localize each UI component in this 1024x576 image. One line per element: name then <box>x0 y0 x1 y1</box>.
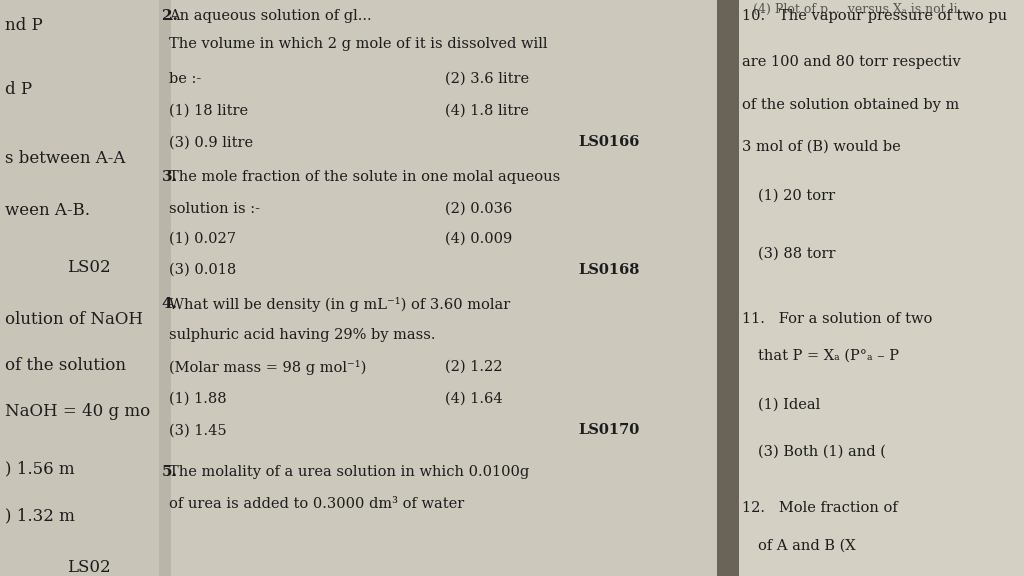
Text: 5.: 5. <box>162 465 178 479</box>
Text: (3) 0.9 litre: (3) 0.9 litre <box>169 135 253 149</box>
Text: (1) 18 litre: (1) 18 litre <box>169 104 248 118</box>
Text: 3 mol of (B) would be: 3 mol of (B) would be <box>742 139 901 153</box>
Text: nd P: nd P <box>5 17 43 35</box>
Text: (Molar mass = 98 g mol⁻¹): (Molar mass = 98 g mol⁻¹) <box>169 360 367 375</box>
Text: are 100 and 80 torr respectiv: are 100 and 80 torr respectiv <box>742 55 962 69</box>
Text: of A and B (X: of A and B (X <box>758 539 855 552</box>
Text: 10.   The vapour pressure of two pu: 10. The vapour pressure of two pu <box>742 9 1008 22</box>
Text: (1) 20 torr: (1) 20 torr <box>758 189 835 203</box>
Text: The volume in which 2 g mole of it is dissolved will: The volume in which 2 g mole of it is di… <box>169 37 548 51</box>
Text: of the solution obtained by m: of the solution obtained by m <box>742 98 959 112</box>
Text: LS02: LS02 <box>67 559 111 576</box>
Text: (2) 0.036: (2) 0.036 <box>445 202 513 215</box>
FancyBboxPatch shape <box>159 0 717 576</box>
FancyBboxPatch shape <box>0 0 159 576</box>
Text: ween A-B.: ween A-B. <box>5 202 90 219</box>
Text: d P: d P <box>5 81 32 98</box>
FancyBboxPatch shape <box>717 0 739 576</box>
Text: The molality of a urea solution in which 0.0100g: The molality of a urea solution in which… <box>169 465 529 479</box>
Text: 12.   Mole fraction of: 12. Mole fraction of <box>742 501 898 515</box>
Text: of urea is added to 0.3000 dm³ of water: of urea is added to 0.3000 dm³ of water <box>169 497 464 511</box>
Text: (1) 1.88: (1) 1.88 <box>169 392 226 406</box>
Text: 4.: 4. <box>162 297 178 310</box>
Text: 2.: 2. <box>162 9 178 22</box>
Text: of the solution: of the solution <box>5 357 126 374</box>
Text: What will be density (in g mL⁻¹) of 3.60 molar: What will be density (in g mL⁻¹) of 3.60… <box>169 297 510 312</box>
Text: (4) Plot of p...  versus Xₐ is not li...: (4) Plot of p... versus Xₐ is not li... <box>753 3 969 16</box>
Text: (2) 3.6 litre: (2) 3.6 litre <box>445 72 529 86</box>
Text: (3) 0.018: (3) 0.018 <box>169 263 237 276</box>
Text: (2) 1.22: (2) 1.22 <box>445 360 503 374</box>
Text: solution is :-: solution is :- <box>169 202 260 215</box>
Text: LS02: LS02 <box>67 259 111 276</box>
FancyBboxPatch shape <box>159 0 171 576</box>
Text: sulphuric acid having 29% by mass.: sulphuric acid having 29% by mass. <box>169 328 435 342</box>
Text: 3.: 3. <box>162 170 178 184</box>
Text: (4) 1.8 litre: (4) 1.8 litre <box>445 104 529 118</box>
Text: be :-: be :- <box>169 72 201 86</box>
Text: LS0170: LS0170 <box>579 423 640 437</box>
Text: LS0166: LS0166 <box>579 135 640 149</box>
FancyBboxPatch shape <box>737 0 1024 576</box>
Text: ) 1.32 m: ) 1.32 m <box>5 507 75 524</box>
Text: (3) Both (1) and (: (3) Both (1) and ( <box>758 445 886 458</box>
Text: (1) 0.027: (1) 0.027 <box>169 232 236 246</box>
Text: NaOH = 40 g mo: NaOH = 40 g mo <box>5 403 151 420</box>
Text: LS0168: LS0168 <box>579 263 640 276</box>
Text: (4) 1.64: (4) 1.64 <box>445 392 503 406</box>
Text: (3) 1.45: (3) 1.45 <box>169 423 226 437</box>
Text: 11.   For a solution of two: 11. For a solution of two <box>742 312 933 326</box>
Text: The mole fraction of the solute in one molal aqueous: The mole fraction of the solute in one m… <box>169 170 560 184</box>
Text: olution of NaOH: olution of NaOH <box>5 311 143 328</box>
Text: ) 1.56 m: ) 1.56 m <box>5 461 75 478</box>
Text: (3) 88 torr: (3) 88 torr <box>758 247 836 260</box>
Text: An aqueous solution of gl...: An aqueous solution of gl... <box>169 9 372 22</box>
Text: s between A-A: s between A-A <box>5 150 126 167</box>
Text: that P = Xₐ (P°ₐ – P: that P = Xₐ (P°ₐ – P <box>758 348 899 362</box>
Text: (1) Ideal: (1) Ideal <box>758 397 820 411</box>
Text: (4) 0.009: (4) 0.009 <box>445 232 513 246</box>
